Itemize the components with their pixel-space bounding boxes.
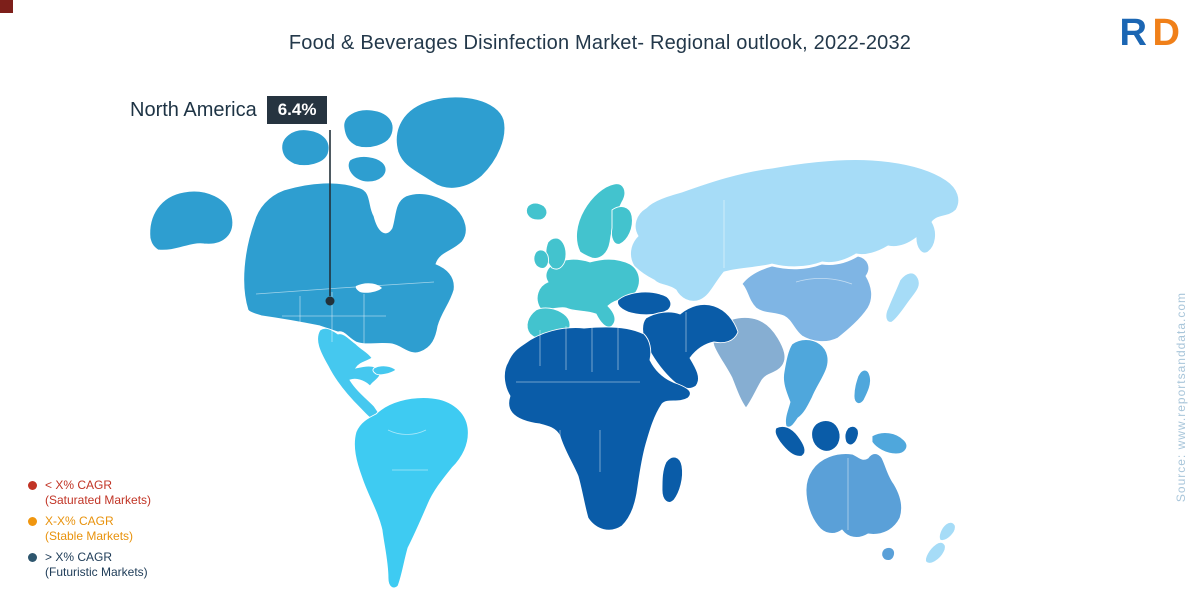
region-arctic-island-3 [347,156,387,183]
region-new-zealand-south [925,541,946,564]
region-new-zealand-north [938,521,956,541]
callout-value-badge: 6.4% [266,96,328,124]
region-tasmania [881,547,895,561]
region-borneo [811,420,841,452]
legend-line2-futuristic: (Futuristic Markets) [45,565,148,579]
callout-anchor-dot [325,296,335,306]
border-asia-2 [795,278,853,285]
region-arctic-island-2 [343,109,394,148]
legend-dot-saturated [28,481,37,490]
legend-line2-stable: (Stable Markets) [45,529,134,543]
legend-line1-saturated: < X% CAGR [45,478,113,492]
border-us-canada [255,281,435,295]
region-ireland [533,249,549,269]
region-middle-east [642,303,739,389]
region-turkey [617,291,672,316]
region-caribbean [372,365,397,376]
region-east-asia [741,255,873,343]
region-madagascar [661,456,683,503]
legend-item-futuristic: > X% CAGR (Futuristic Markets) [28,550,151,580]
legend-dot-futuristic [28,553,37,562]
region-sulawesi [844,425,859,446]
legend: < X% CAGR (Saturated Markets) X-X% CAGR … [28,478,151,586]
border-sa-1 [387,429,427,435]
legend-text-saturated: < X% CAGR (Saturated Markets) [45,478,151,508]
region-africa [503,326,691,531]
region-new-guinea [871,432,908,455]
region-indochina [783,339,829,428]
legend-line1-futuristic: > X% CAGR [45,550,113,564]
region-mexico-central-america [317,327,381,421]
region-iceland [526,202,548,221]
legend-text-futuristic: > X% CAGR (Futuristic Markets) [45,550,148,580]
region-philippines [853,369,871,404]
logo-letter-r: R [1119,12,1147,54]
region-japan [885,272,920,323]
region-sumatra [774,425,806,457]
region-alaska [149,190,234,251]
legend-line1-stable: X-X% CAGR [45,514,114,528]
region-scandinavia [576,183,626,259]
brand-logo: R D [1120,14,1180,52]
region-callout: North America 6.4% [130,96,328,124]
region-arctic-island-1 [281,129,330,166]
region-uk [545,237,567,270]
corner-accent [0,0,13,13]
region-north-america [243,182,467,354]
internal-borders [255,200,853,530]
legend-item-saturated: < X% CAGR (Saturated Markets) [28,478,151,508]
legend-text-stable: X-X% CAGR (Stable Markets) [45,514,133,544]
logo-letter-d: D [1152,12,1180,54]
legend-line2-saturated: (Saturated Markets) [45,493,152,507]
region-south-america [353,397,469,589]
callout-region-name: North America [130,98,257,121]
legend-item-stable: X-X% CAGR (Stable Markets) [28,514,151,544]
region-finland [611,206,633,245]
region-russia-cis [630,159,960,302]
region-australia [805,453,903,538]
region-europe [536,258,640,328]
legend-dot-stable [28,517,37,526]
chart-title: Food & Beverages Disinfection Market- Re… [288,32,912,54]
region-greenland [395,96,506,189]
